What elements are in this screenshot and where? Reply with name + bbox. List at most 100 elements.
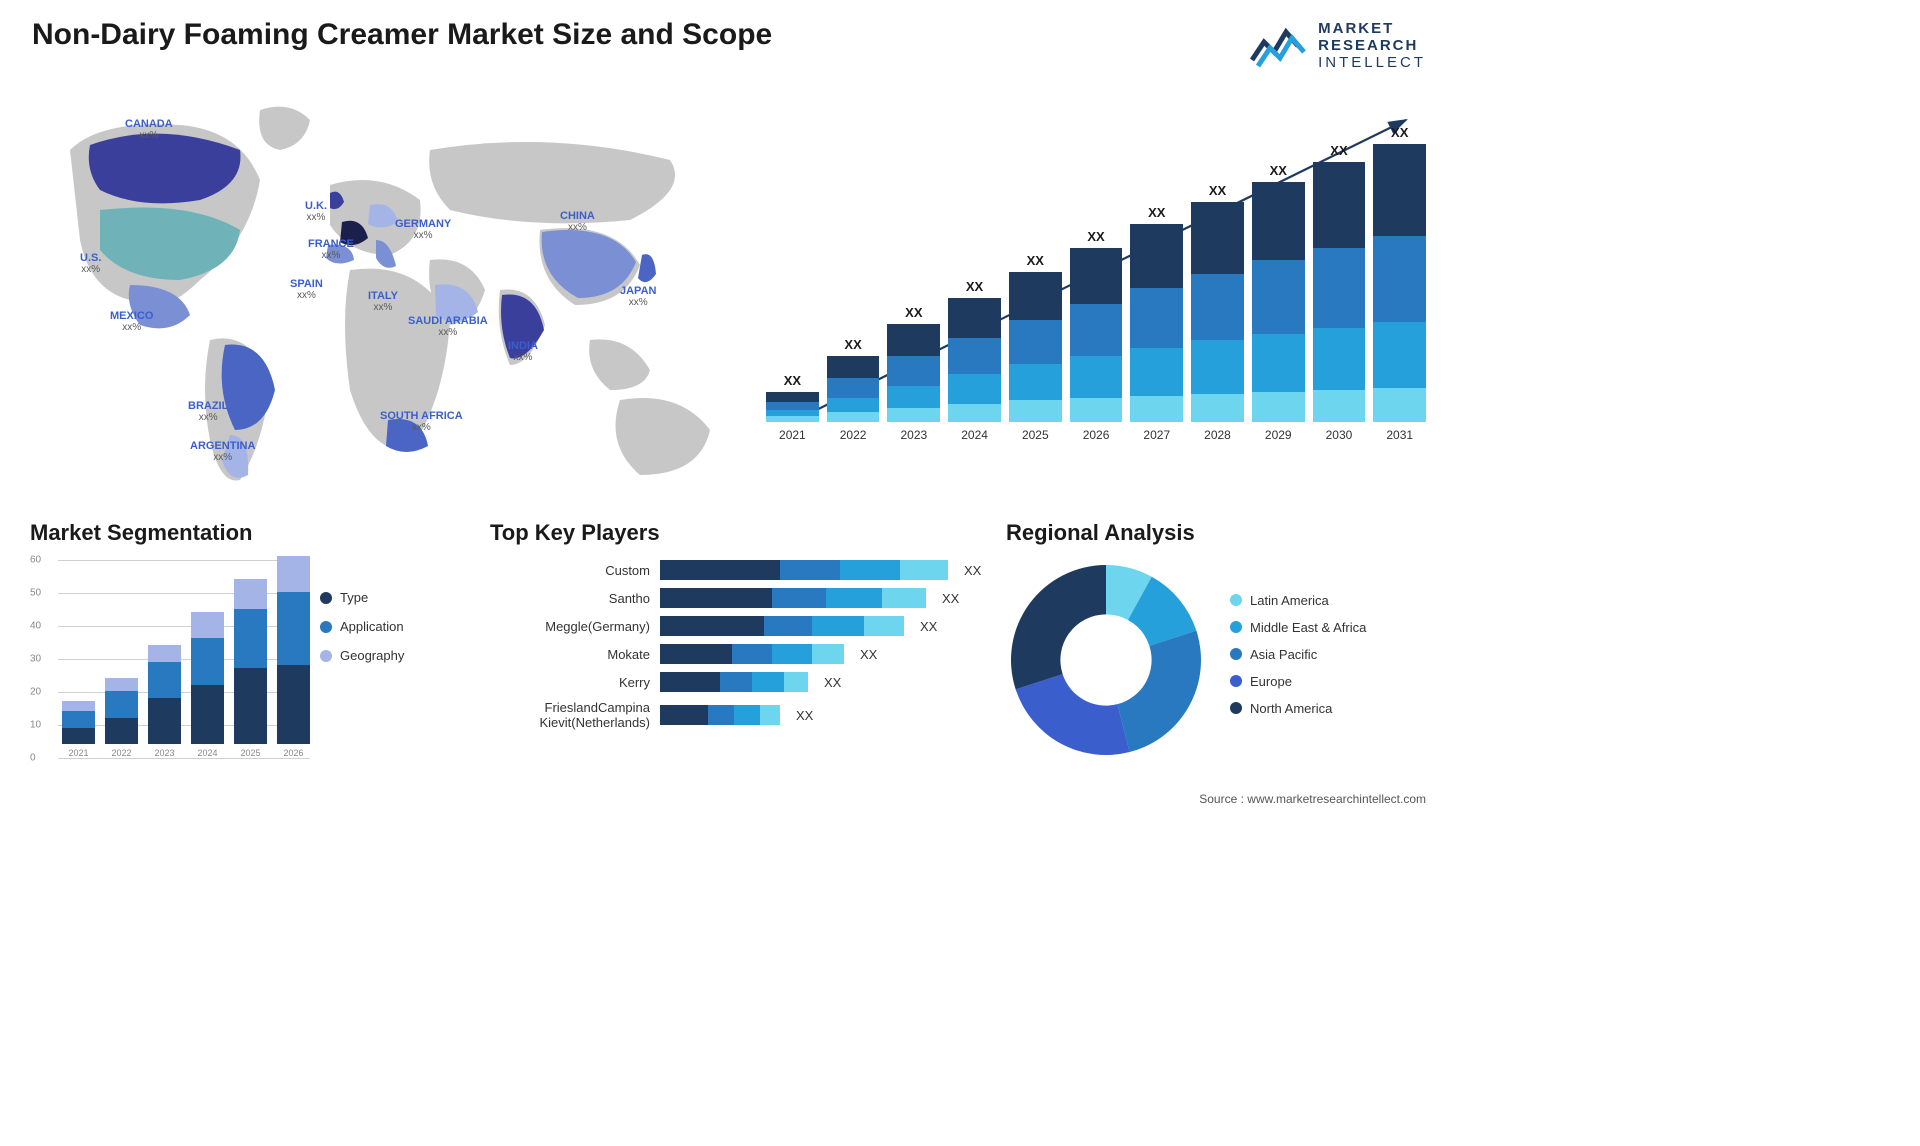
segmentation-bar-year: 2026 xyxy=(283,748,303,758)
player-value: XX xyxy=(942,591,959,606)
map-label-france: FRANCExx% xyxy=(308,238,354,261)
forecast-bar-2024: XX2024 xyxy=(948,279,1001,442)
forecast-bar-segment xyxy=(827,398,880,412)
player-name: Mokate xyxy=(490,647,650,662)
donut-slice-europe xyxy=(1016,674,1130,755)
player-bar xyxy=(660,705,780,725)
legend-label: Europe xyxy=(1250,674,1292,689)
forecast-bar-year: 2023 xyxy=(900,428,927,442)
regional-legend-item: Europe xyxy=(1230,674,1366,689)
forecast-bar-value: XX xyxy=(1087,229,1104,244)
player-value: XX xyxy=(824,675,841,690)
regional-donut-chart xyxy=(1006,560,1206,760)
segmentation-bar-year: 2021 xyxy=(68,748,88,758)
player-name: Custom xyxy=(490,563,650,578)
forecast-bar-segment xyxy=(1130,396,1183,422)
player-bar xyxy=(660,560,948,580)
forecast-bar-year: 2021 xyxy=(779,428,806,442)
segmentation-heading: Market Segmentation xyxy=(30,520,460,546)
segmentation-bar-segment xyxy=(148,662,181,698)
legend-label: Latin America xyxy=(1250,593,1329,608)
player-bar-segment xyxy=(812,616,864,636)
forecast-bar-2031: XX2031 xyxy=(1373,125,1426,442)
legend-label: Middle East & Africa xyxy=(1250,620,1366,635)
player-row: CustomXX xyxy=(490,560,990,580)
player-bar-segment xyxy=(720,672,752,692)
forecast-bar-segment xyxy=(948,298,1001,338)
forecast-bar-segment xyxy=(1373,236,1426,322)
player-value: XX xyxy=(860,647,877,662)
map-label-italy: ITALYxx% xyxy=(368,290,398,313)
map-label-saudi-arabia: SAUDI ARABIAxx% xyxy=(408,315,488,338)
segmentation-ytick: 10 xyxy=(30,720,41,731)
forecast-bar-segment xyxy=(1373,144,1426,236)
forecast-bar-segment xyxy=(1070,248,1123,304)
segmentation-bar-year: 2024 xyxy=(197,748,217,758)
world-map: CANADAxx%U.S.xx%MEXICOxx%BRAZILxx%ARGENT… xyxy=(30,90,740,490)
segmentation-bar-2025: 2025 xyxy=(234,579,267,758)
forecast-bar-segment xyxy=(1130,288,1183,348)
player-bar xyxy=(660,672,808,692)
player-bar-segment xyxy=(840,560,900,580)
forecast-bar-segment xyxy=(1252,260,1305,334)
page-title: Non-Dairy Foaming Creamer Market Size an… xyxy=(32,18,772,52)
forecast-bar-segment xyxy=(1070,398,1123,422)
player-row: Mokate XX xyxy=(490,644,990,664)
logo-text-2: RESEARCH xyxy=(1318,37,1426,54)
forecast-bar-segment xyxy=(1191,274,1244,340)
regional-legend-item: Asia Pacific xyxy=(1230,647,1366,662)
segmentation-bar-segment xyxy=(191,638,224,684)
forecast-bar-value: XX xyxy=(1330,143,1347,158)
forecast-bar-2022: XX2022 xyxy=(827,337,880,442)
segmentation-ytick: 60 xyxy=(30,555,41,566)
forecast-bar-segment xyxy=(1313,162,1366,248)
player-bar-segment xyxy=(826,588,882,608)
forecast-bar-2029: XX2029 xyxy=(1252,163,1305,442)
legend-swatch-icon xyxy=(1230,702,1242,714)
forecast-bar-segment xyxy=(948,374,1001,404)
segmentation-section: Market Segmentation 0102030405060 202120… xyxy=(30,520,460,780)
map-label-spain: SPAINxx% xyxy=(290,278,323,301)
segmentation-bar-2022: 2022 xyxy=(105,678,138,758)
player-bar-segment xyxy=(660,644,732,664)
player-bar-segment xyxy=(660,588,772,608)
forecast-bar-segment xyxy=(827,412,880,422)
player-name: Santho xyxy=(490,591,650,606)
segmentation-legend-item: Application xyxy=(320,619,460,634)
player-bar-segment xyxy=(882,588,926,608)
forecast-bar-segment xyxy=(1252,334,1305,392)
legend-label: Asia Pacific xyxy=(1250,647,1317,662)
forecast-chart: XX2021XX2022XX2023XX2024XX2025XX2026XX20… xyxy=(766,100,1426,470)
segmentation-bar-year: 2025 xyxy=(240,748,260,758)
forecast-bar-segment xyxy=(1009,400,1062,422)
forecast-bar-value: XX xyxy=(966,279,983,294)
segmentation-bar-year: 2023 xyxy=(154,748,174,758)
segmentation-bar-segment xyxy=(234,579,267,609)
player-bar-segment xyxy=(864,616,904,636)
forecast-bar-value: XX xyxy=(1391,125,1408,140)
segmentation-bar-segment xyxy=(191,685,224,744)
player-bar-segment xyxy=(764,616,812,636)
forecast-bar-segment xyxy=(1009,364,1062,400)
logo-mark-icon xyxy=(1250,22,1308,70)
map-country-japan xyxy=(638,254,656,282)
segmentation-bar-2023: 2023 xyxy=(148,645,181,758)
map-label-argentina: ARGENTINAxx% xyxy=(190,440,255,463)
map-label-south-africa: SOUTH AFRICAxx% xyxy=(380,410,463,433)
forecast-bar-2028: XX2028 xyxy=(1191,183,1244,442)
forecast-bar-segment xyxy=(1373,388,1426,422)
legend-swatch-icon xyxy=(320,592,332,604)
segmentation-chart: 0102030405060 202120222023202420252026 T… xyxy=(30,560,460,780)
forecast-bar-segment xyxy=(1252,392,1305,422)
forecast-bar-segment xyxy=(1070,304,1123,356)
logo-text-1: MARKET xyxy=(1318,20,1426,37)
forecast-bar-year: 2025 xyxy=(1022,428,1049,442)
map-label-mexico: MEXICOxx% xyxy=(110,310,153,333)
regional-legend: Latin America Middle East & Africa Asia Pa… xyxy=(1230,593,1366,728)
key-players-section: Top Key Players CustomXXSanthoXXMeggle(G… xyxy=(490,520,990,738)
regional-heading: Regional Analysis xyxy=(1006,520,1426,546)
segmentation-bar-segment xyxy=(277,592,310,665)
segmentation-bar-year: 2022 xyxy=(111,748,131,758)
player-bar-segment xyxy=(900,560,948,580)
segmentation-bar-2024: 2024 xyxy=(191,612,224,758)
